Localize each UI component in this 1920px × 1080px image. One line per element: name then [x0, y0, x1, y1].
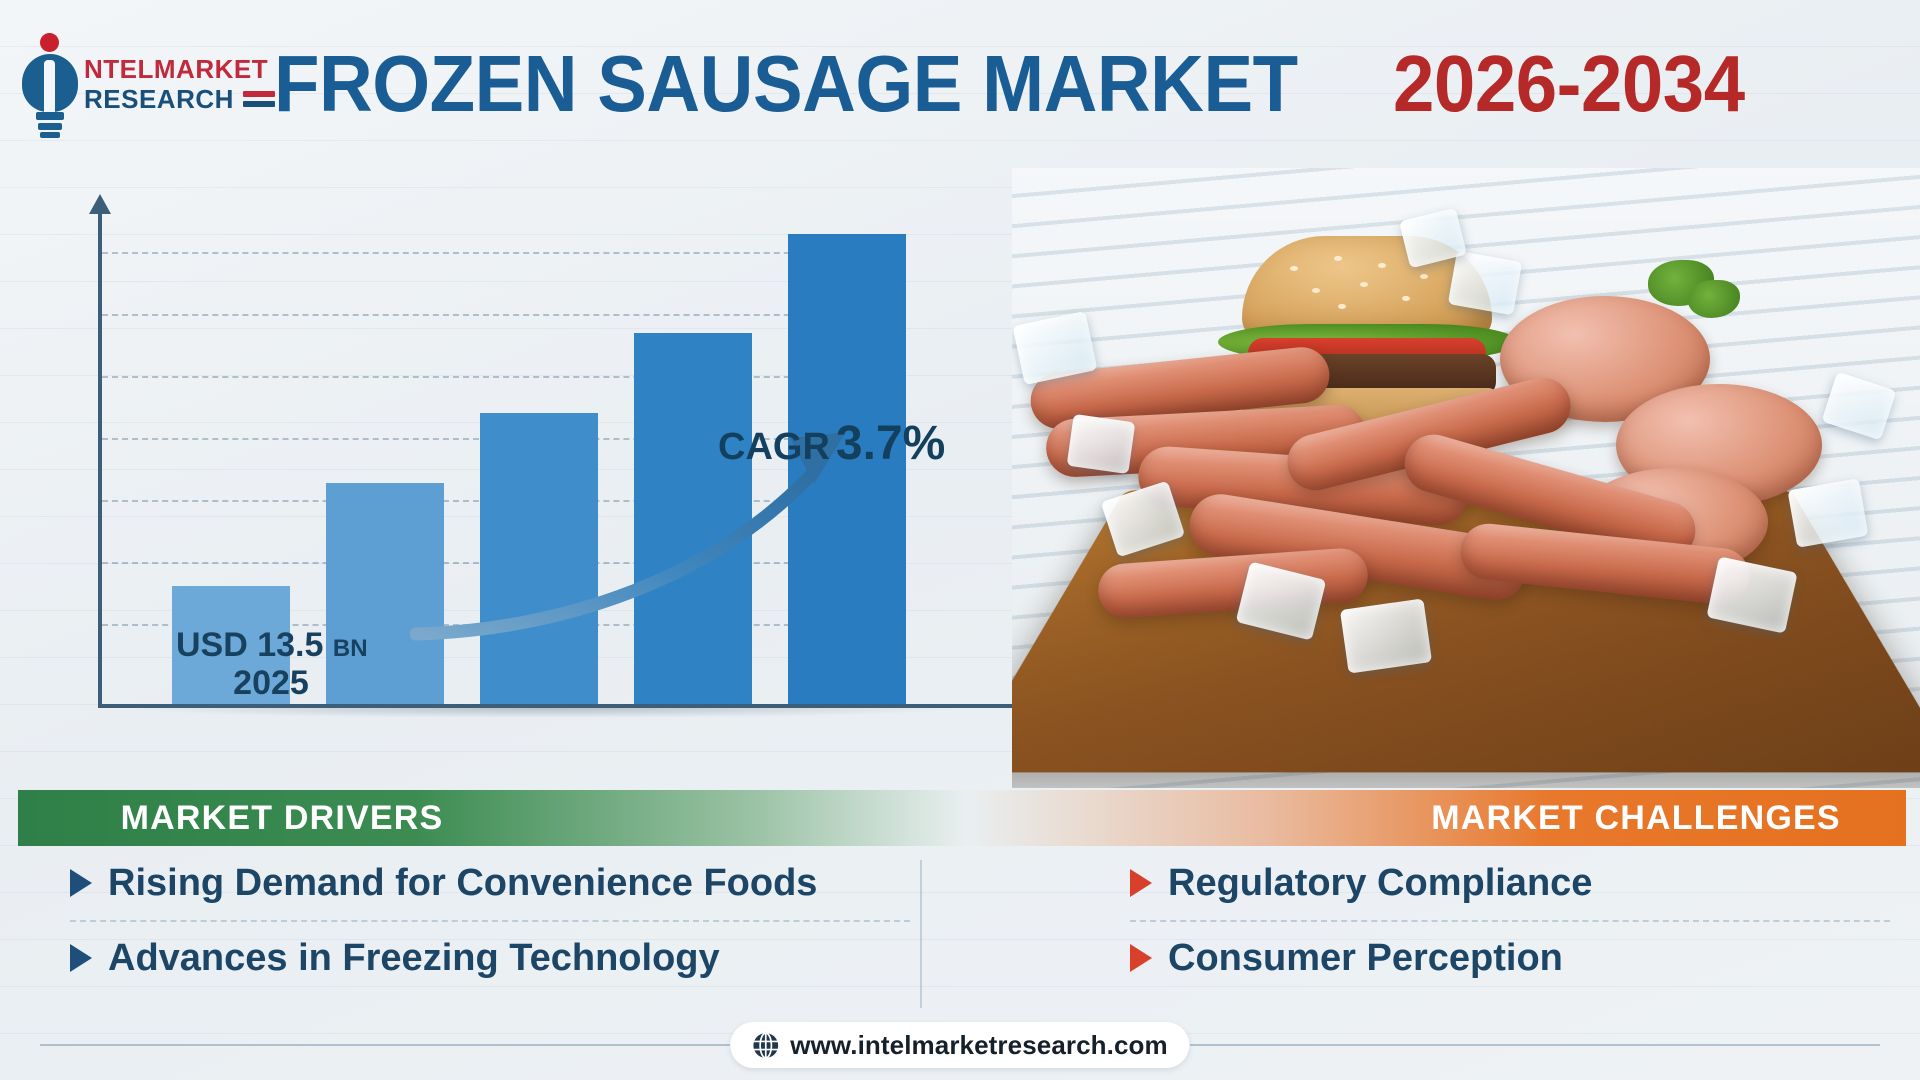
- bar-series: [98, 234, 1028, 704]
- title-years: 2026-2034: [1392, 39, 1745, 128]
- gridline: [102, 438, 850, 440]
- column-divider: [920, 860, 922, 1008]
- baseline-shadow: [130, 708, 960, 718]
- product-photo: [1012, 168, 1920, 788]
- cagr-label: CAGR 3.7%: [718, 416, 945, 471]
- header: NTELMARKET RESEARCH FROZEN SAUSAGE MARKE…: [0, 0, 1920, 168]
- triangle-bullet-icon: [1130, 944, 1152, 972]
- market-challenges-banner: MARKET CHALLENGES: [966, 790, 1906, 846]
- trend-arrow-icon: [410, 432, 846, 641]
- brand-name-line2-wrap: RESEARCH: [84, 86, 275, 112]
- title-main: FROZEN SAUSAGE MARKET: [274, 39, 1298, 128]
- cagr-value: 3.7%: [835, 417, 946, 470]
- logo-bars-icon: [242, 91, 275, 107]
- triangle-bullet-icon: [70, 869, 92, 897]
- list-item[interactable]: Rising Demand for Convenience Foods: [70, 846, 910, 920]
- footer-rule-right: [1190, 1044, 1880, 1046]
- bar-2031: [634, 333, 752, 704]
- website-url-text: www.intelmarketresearch.com: [790, 1029, 1168, 1060]
- base-value-unit: BN: [332, 635, 368, 662]
- ice-cube: [1066, 413, 1136, 475]
- globe-icon: [753, 1031, 779, 1059]
- lists-section: Rising Demand for Convenience Foods Adva…: [0, 846, 1920, 1026]
- lightbulb-icon: [18, 28, 80, 140]
- brand-name: NTELMARKET RESEARCH: [84, 56, 275, 112]
- gridline: [102, 314, 850, 316]
- y-axis: [98, 212, 102, 706]
- ice-cube: [1447, 250, 1523, 316]
- ice-cube: [1339, 598, 1433, 674]
- gridline: [102, 500, 850, 502]
- brand-logo[interactable]: NTELMARKET RESEARCH: [18, 28, 275, 140]
- market-drivers-list: Rising Demand for Convenience Foods Adva…: [70, 846, 910, 994]
- list-item-label: Advances in Freezing Technology: [108, 936, 720, 979]
- chart-plot-area: USD 13.5 BN 2025 CAGR 3.7%: [70, 190, 1043, 770]
- page-title: FROZEN SAUSAGE MARKET 2026-2034: [274, 38, 1771, 130]
- gridline: [102, 252, 850, 254]
- list-item-label: Rising Demand for Convenience Foods: [108, 861, 818, 904]
- bar-2029: [480, 413, 598, 704]
- base-value-year: 2025: [233, 663, 309, 702]
- website-link[interactable]: www.intelmarketresearch.com: [730, 1022, 1190, 1068]
- market-drivers-banner-label: MARKET DRIVERS: [120, 798, 444, 837]
- market-drivers-banner: MARKET DRIVERS: [18, 790, 966, 846]
- x-axis: [98, 704, 1028, 708]
- brand-name-line1: NTELMARKET: [84, 54, 269, 84]
- bar-2025: [172, 586, 290, 704]
- list-item-label: Consumer Perception: [1168, 936, 1563, 979]
- list-item[interactable]: Advances in Freezing Technology: [70, 920, 910, 994]
- footer-rule-left: [40, 1044, 730, 1046]
- base-value-amount: USD 13.5 BN: [176, 626, 368, 664]
- cagr-prefix: CAGR: [718, 426, 830, 468]
- market-challenges-banner-label: MARKET CHALLENGES: [1431, 798, 1841, 837]
- parsley-garnish: [1688, 280, 1740, 318]
- list-item[interactable]: Consumer Perception: [1130, 920, 1890, 994]
- ice-cube: [1787, 478, 1869, 548]
- list-item[interactable]: Regulatory Compliance: [1130, 846, 1890, 920]
- bar-2027: [326, 483, 444, 704]
- brand-name-line2: RESEARCH: [84, 84, 234, 114]
- y-axis-arrow-icon: [89, 194, 111, 214]
- market-growth-chart: USD 13.5 BN 2025 CAGR 3.7%: [0, 168, 1043, 788]
- triangle-bullet-icon: [70, 944, 92, 972]
- base-value-label: USD 13.5 BN 2025: [176, 626, 368, 702]
- footer: www.intelmarketresearch.com: [0, 1018, 1920, 1080]
- triangle-bullet-icon: [1130, 869, 1152, 897]
- list-item-label: Regulatory Compliance: [1168, 861, 1593, 904]
- market-challenges-list: Regulatory Compliance Consumer Perceptio…: [1130, 846, 1890, 994]
- gridline: [102, 562, 850, 564]
- gridline: [102, 376, 850, 378]
